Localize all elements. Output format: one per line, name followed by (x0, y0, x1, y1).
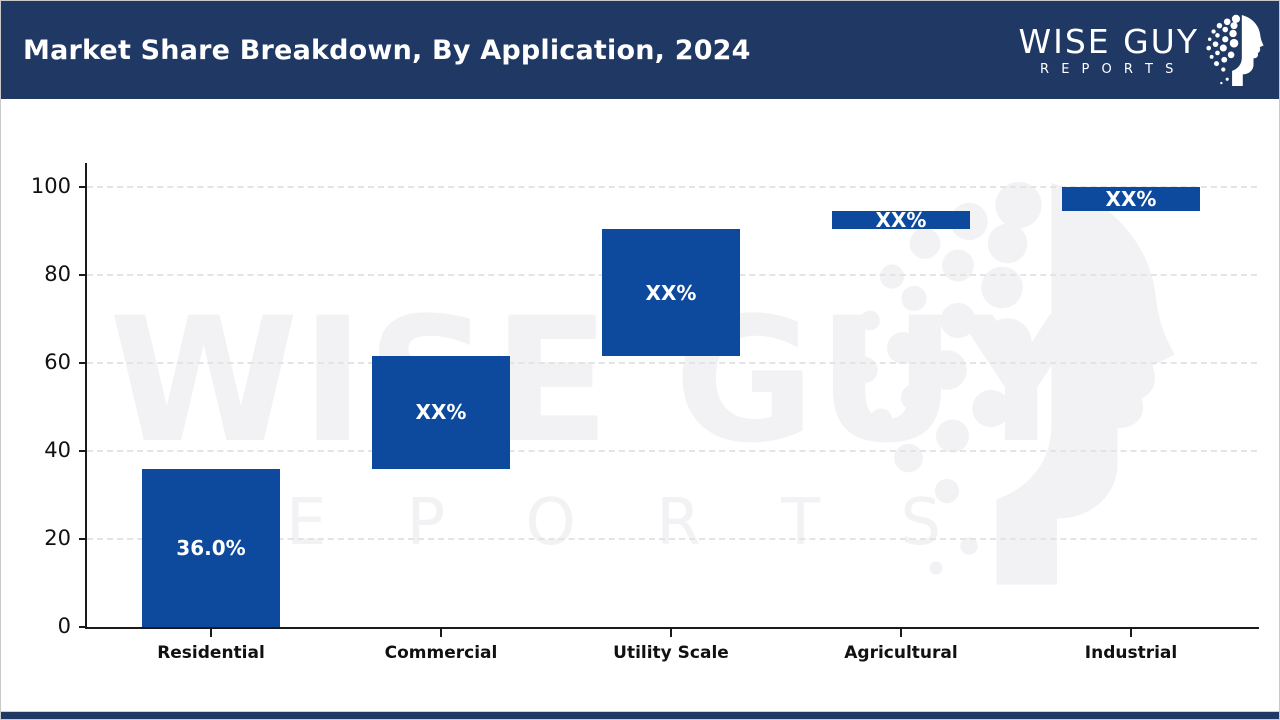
y-axis-line (85, 163, 87, 629)
logo-wordmark: WISE GUY R E P O R T S (1018, 25, 1199, 76)
logo-head-icon (1203, 13, 1267, 87)
x-tick-label-residential: Residential (157, 643, 265, 663)
y-tick-label-40: 40 (44, 438, 71, 462)
y-tick-mark-40 (79, 450, 87, 452)
logo-line2: R E P O R T S (1040, 61, 1178, 77)
y-tick-label-100: 100 (30, 174, 71, 198)
y-tick-mark-100 (79, 186, 87, 188)
bar-industrial: XX% (1062, 187, 1200, 212)
gridline-100 (87, 186, 1257, 188)
gridline-40 (87, 450, 1257, 452)
x-axis-line (85, 627, 1259, 629)
x-tick-label-industrial: Industrial (1084, 643, 1178, 663)
bar-residential: 36.0% (142, 468, 280, 627)
wiseguy-logo: WISE GUY R E P O R T S (1018, 13, 1267, 87)
x-tick-label-commercial: Commercial (384, 643, 498, 663)
logo-line1: WISE GUY (1018, 21, 1199, 61)
gridline-60 (87, 362, 1257, 364)
y-tick-mark-20 (79, 538, 87, 540)
bar-value-label-commercial: XX% (415, 400, 467, 425)
bar-utility-scale: XX% (602, 228, 740, 357)
header-bar: Market Share Breakdown, By Application, … (1, 1, 1279, 99)
y-tick-label-0: 0 (57, 614, 71, 638)
y-tick-mark-0 (79, 626, 87, 628)
y-tick-mark-80 (79, 274, 87, 276)
plot-region: 0 20 40 60 80 100 36.0% XX% XX% XX% XX% Residential… (1, 99, 1279, 711)
bar-value-label-agricultural: XX% (875, 207, 927, 232)
bar-commercial: XX% (372, 356, 510, 469)
bar-agricultural: XX% (832, 207, 970, 232)
y-tick-label-60: 60 (44, 350, 71, 374)
x-tick-mark-commercial (440, 629, 442, 637)
x-tick-mark-utility-scale (670, 629, 672, 637)
chart-title: Market Share Breakdown, By Application, … (23, 35, 751, 66)
y-tick-mark-60 (79, 362, 87, 364)
x-tick-mark-industrial (1130, 629, 1132, 637)
x-tick-mark-residential (210, 629, 212, 637)
bar-value-label-residential: 36.0% (176, 535, 246, 560)
y-tick-label-20: 20 (44, 526, 71, 550)
x-tick-label-agricultural: Agricultural (844, 643, 958, 663)
x-tick-label-utility-scale: Utility Scale (613, 643, 729, 663)
gridline-20 (87, 538, 1257, 540)
y-tick-label-80: 80 (44, 262, 71, 286)
bar-value-label-industrial: XX% (1105, 187, 1157, 212)
bar-value-label-utility-scale: XX% (645, 280, 697, 305)
footer-bar (1, 712, 1279, 719)
chart-area: WISE GUY R E P O R T S 0 20 40 60 80 100 36.0%… (1, 99, 1279, 712)
x-tick-mark-agricultural (900, 629, 902, 637)
